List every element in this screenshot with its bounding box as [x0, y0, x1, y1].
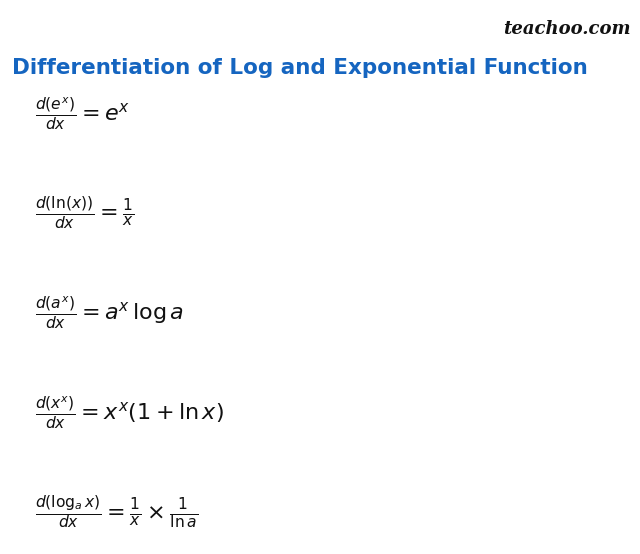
Text: Differentiation of Log and Exponential Function: Differentiation of Log and Exponential F…	[12, 58, 588, 78]
Text: $\frac{d(e^x)}{dx} = e^x$: $\frac{d(e^x)}{dx} = e^x$	[35, 95, 131, 132]
Text: $\frac{d(x^x)}{dx} = x^x(1 + \ln x)$: $\frac{d(x^x)}{dx} = x^x(1 + \ln x)$	[35, 394, 224, 431]
Text: $\frac{d(\log_a x)}{dx} = \frac{1}{x} \times \frac{1}{\ln a}$: $\frac{d(\log_a x)}{dx} = \frac{1}{x} \t…	[35, 494, 198, 531]
Text: $\frac{d(\ln(x))}{dx} = \frac{1}{x}$: $\frac{d(\ln(x))}{dx} = \frac{1}{x}$	[35, 195, 135, 232]
Text: teachoo.com: teachoo.com	[503, 20, 630, 38]
Text: $\frac{d(a^x)}{dx} = a^x \, \log a$: $\frac{d(a^x)}{dx} = a^x \, \log a$	[35, 295, 184, 331]
